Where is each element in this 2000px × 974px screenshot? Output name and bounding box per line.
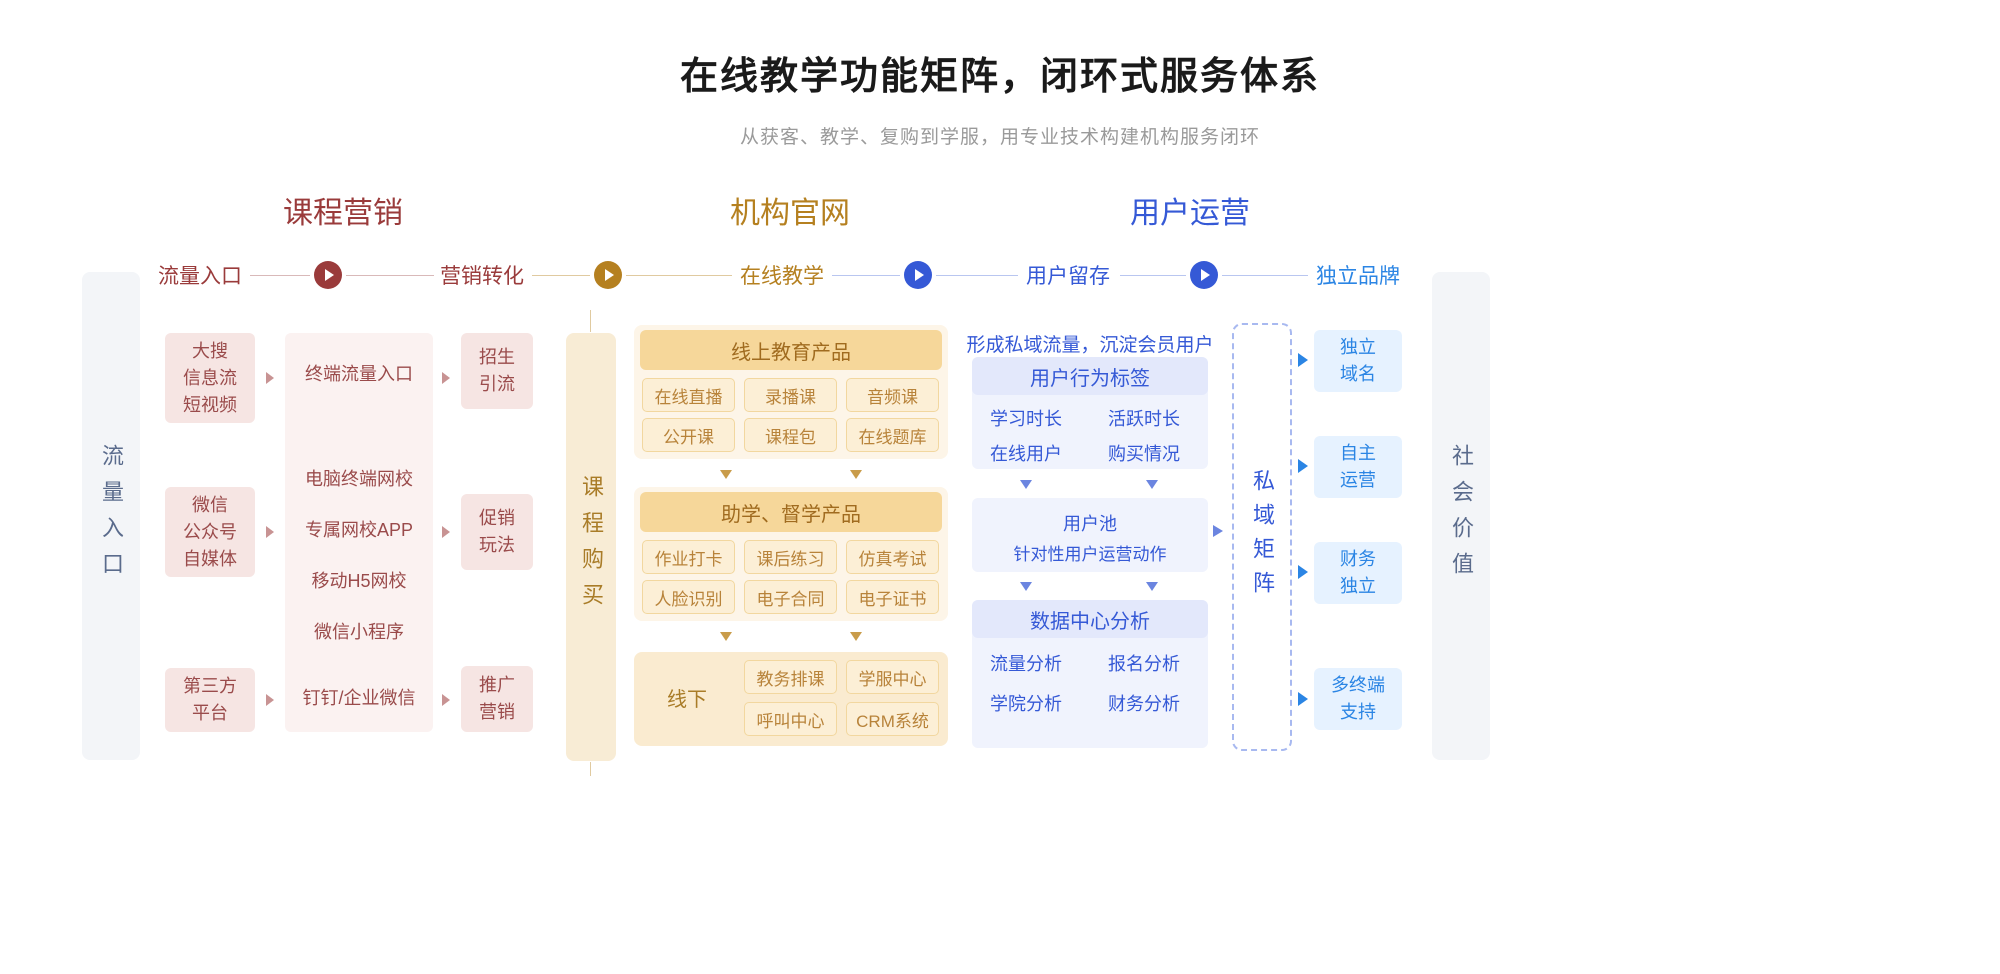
red-c1-r1: 大搜 信息流 短视频 [165,333,255,423]
chip: CRM系统 [846,702,939,736]
caret-down-icon [1146,582,1158,591]
orange-panel-3-label: 线下 [642,670,732,730]
stage-arrow-1 [314,261,342,289]
caret-down-icon [1020,480,1032,489]
blue-panel-2-sub: 针对性用户运营动作 [972,540,1208,565]
chip: 电子证书 [846,580,939,614]
caret-down-icon [1020,582,1032,591]
red-c1-r3: 第三方 平台 [165,668,255,732]
blue-panel-3-title: 数据中心分析 [972,600,1208,638]
caret-icon [266,526,274,538]
stage-arrow-2 [594,261,622,289]
blue-panel-2-title: 用户池 [972,510,1208,536]
caret-icon [1213,525,1223,537]
chip: 录播课 [744,378,837,412]
page-title: 在线教学功能矩阵，闭环式服务体系 [0,0,2000,100]
blue-item: 学院分析 [990,690,1062,716]
red-c2-r2c: 移动H5网校 [290,566,428,596]
chip: 学服中心 [846,660,939,694]
cyan-box-1: 独立 域名 [1314,330,1402,392]
blue-item: 在线用户 [990,440,1062,466]
red-c1-r2: 微信 公众号 自媒体 [165,487,255,577]
caret-icon [266,694,274,706]
blue-item: 购买情况 [1108,440,1180,466]
stage-4: 用户留存 [1026,260,1110,290]
stage-arrow-4 [1190,261,1218,289]
red-c2-r2e: 钉钉/企业微信 [290,683,428,713]
cyan-box-3: 财务 独立 [1314,542,1402,604]
chip: 课后练习 [744,540,837,574]
chip: 音频课 [846,378,939,412]
cyan-box-4: 多终端 支持 [1314,668,1402,730]
caret-down-icon [850,632,862,641]
chip: 仿真考试 [846,540,939,574]
cyan-box-2: 自主 运营 [1314,436,1402,498]
orange-panel-2-title: 助学、督学产品 [640,492,942,532]
caret-icon [442,526,450,538]
vbar-mid: 课程购买 [566,333,616,761]
caret-icon [1298,459,1308,473]
orange-panel-1-title: 线上教育产品 [640,330,942,370]
blue-item: 学习时长 [990,405,1062,431]
blue-item: 财务分析 [1108,690,1180,716]
caret-icon [1298,565,1308,579]
blue-item: 流量分析 [990,650,1062,676]
section-head-3: 用户运营 [1130,188,1250,232]
chip: 课程包 [744,418,837,452]
caret-down-icon [720,632,732,641]
chip: 作业打卡 [642,540,735,574]
red-c3-r1: 招生 引流 [461,333,533,409]
chip: 教务排课 [744,660,837,694]
caret-down-icon [850,470,862,479]
section-head-2: 机构官网 [730,188,850,232]
chip: 公开课 [642,418,735,452]
red-c2-r2b: 专属网校APP [290,515,428,545]
red-c2-r1: 终端流量入口 [290,358,428,390]
caret-down-icon [1146,480,1158,489]
blue-panel-1-title: 用户行为标签 [972,357,1208,395]
vbar-left: 流量入口 [82,272,140,760]
vbar-dashed: 私域矩阵 [1232,323,1292,751]
caret-icon [1298,353,1308,367]
caret-down-icon [720,470,732,479]
caret-icon [266,372,274,384]
stage-5: 独立品牌 [1316,260,1400,290]
section-head-1: 课程营销 [283,188,403,232]
chip: 在线直播 [642,378,735,412]
chip: 人脸识别 [642,580,735,614]
caret-icon [442,694,450,706]
red-c3-r2: 促销 玩法 [461,494,533,570]
caret-icon [442,372,450,384]
red-c3-r3: 推广 营销 [461,666,533,732]
vbar-right: 社会价值 [1432,272,1490,760]
stage-arrow-3 [904,261,932,289]
blue-header: 形成私域流量，沉淀会员用户 [962,330,1218,357]
chip: 呼叫中心 [744,702,837,736]
chip: 电子合同 [744,580,837,614]
blue-item: 报名分析 [1108,650,1180,676]
red-c2-r2a: 电脑终端网校 [290,464,428,494]
chip: 在线题库 [846,418,939,452]
red-c2-r2d: 微信小程序 [290,617,428,647]
blue-item: 活跃时长 [1108,405,1180,431]
stage-3: 在线教学 [740,260,824,290]
caret-icon [1298,692,1308,706]
stage-2: 营销转化 [440,260,524,290]
stage-1: 流量入口 [158,260,242,290]
page-subtitle: 从获客、教学、复购到学服，用专业技术构建机构服务闭环 [0,122,2000,149]
